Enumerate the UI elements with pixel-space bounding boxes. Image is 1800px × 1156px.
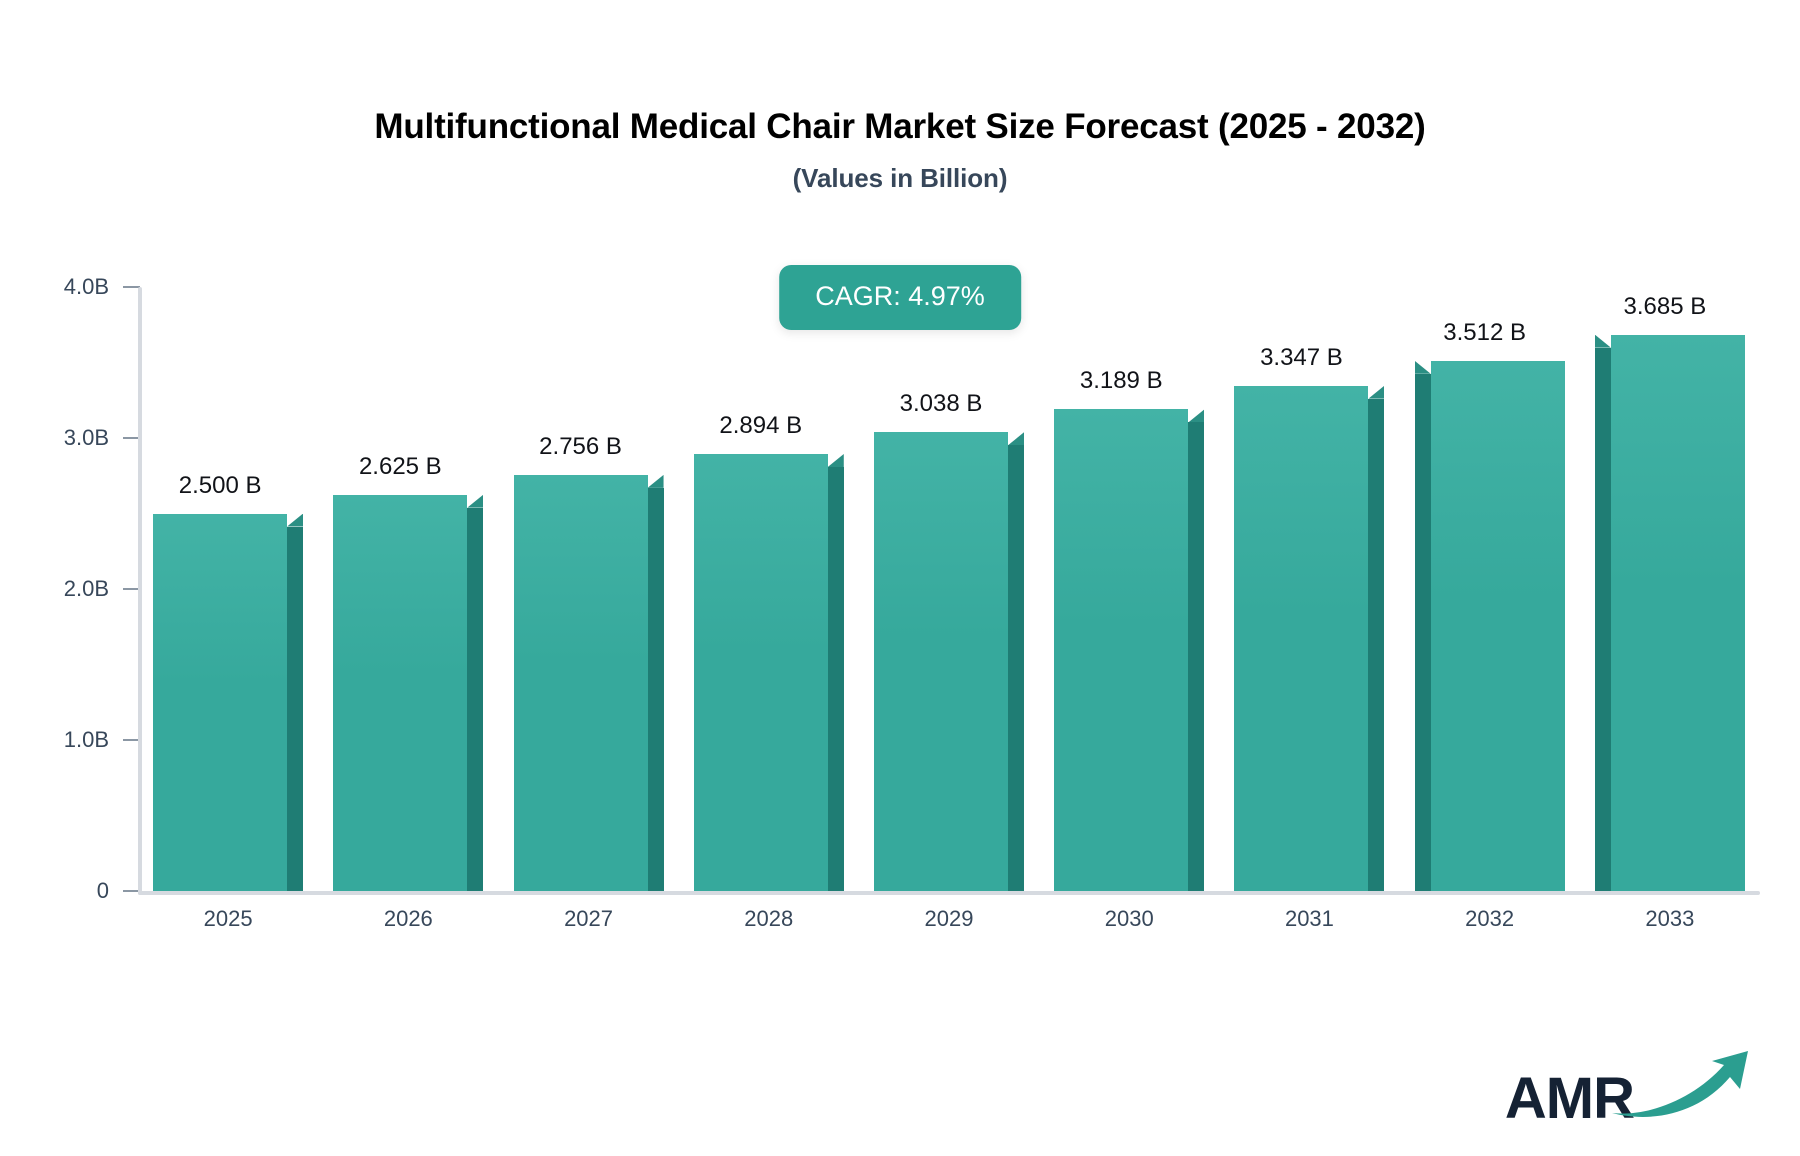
bar-value-label: 3.512 B	[1443, 318, 1527, 346]
x-axis-tick-label-2029: 2029	[924, 906, 974, 931]
bar-2027[interactable]: 2.756 B	[513, 433, 664, 891]
bar-side-face	[1368, 398, 1385, 891]
chart-subtitle: (Values in Billion)	[792, 162, 1008, 193]
x-axis-tick-label-2030: 2030	[1104, 906, 1154, 931]
x-axis-line	[138, 891, 1760, 895]
y-axis-tick-mark	[123, 739, 140, 741]
bar-2029[interactable]: 3.038 B	[874, 390, 1024, 891]
y-axis: 4.0B 3.0B 2.0B 1.0B 0	[30, 274, 140, 903]
y-axis-tick-label: 0	[96, 878, 109, 903]
bar-2025[interactable]: 2.500 B	[153, 472, 304, 891]
bar-side-face	[1188, 422, 1205, 891]
y-axis-tick: 0	[96, 878, 140, 903]
x-axis-tick-label-2025: 2025	[203, 906, 253, 931]
x-axis-tick-label-2033: 2033	[1645, 906, 1695, 931]
y-axis-tick-label: 2.0B	[63, 576, 109, 601]
bar-front-face	[333, 494, 468, 891]
bar-2031[interactable]: 3.347 B	[1234, 344, 1385, 891]
chart-header: Multifunctional Medical Chair Market Siz…	[0, 0, 1800, 194]
bar-2026[interactable]: 2.625 B	[333, 453, 484, 891]
bar-2032[interactable]: 3.512 B	[1414, 319, 1565, 891]
bar-side-face	[827, 467, 844, 891]
cagr-badge: CAGR: 4.97%	[779, 265, 1021, 330]
y-axis-tick-label: 4.0B	[63, 274, 109, 299]
y-axis-tick-label: 1.0B	[63, 727, 109, 752]
bar-front-face	[153, 513, 288, 891]
logo-text: AMR	[1504, 1066, 1635, 1131]
bar-front-face	[1054, 409, 1189, 891]
bar-series: 2.500 B 2.625 B 2.756 B 2.894 B 3.038 B 3.189…	[138, 287, 1760, 891]
bar-side-face	[647, 487, 664, 891]
x-axis-tick-label-2026: 2026	[383, 906, 433, 931]
bar-top-bevel	[1008, 432, 1024, 446]
bar-top-bevel	[467, 494, 484, 508]
bar-top-bevel	[647, 474, 664, 488]
y-axis-tick-mark	[123, 890, 140, 892]
bar-value-label: 2.894 B	[719, 412, 803, 440]
y-axis-tick-mark	[123, 437, 140, 439]
bar-top-bevel	[1594, 334, 1611, 348]
amr-logo: AMR	[1505, 1047, 1758, 1128]
bar-top-bevel	[1188, 409, 1205, 423]
bar-top-bevel	[827, 454, 844, 468]
bar-top-bevel	[287, 513, 304, 527]
bar-2033[interactable]: 3.685 B	[1594, 293, 1745, 891]
bar-value-label: 3.685 B	[1623, 292, 1707, 320]
x-axis-tick-label-2027: 2027	[564, 906, 614, 931]
bar-top-bevel	[1414, 360, 1431, 374]
y-axis-tick: 3.0B	[63, 425, 140, 450]
bar-front-face	[1234, 385, 1369, 891]
bar-value-label: 2.625 B	[358, 452, 442, 480]
bar-front-face	[1610, 334, 1745, 891]
bar-side-face	[1414, 373, 1431, 891]
x-axis-tick-label-2031: 2031	[1284, 906, 1334, 931]
page-title: Multifunctional Medical Chair Market Siz…	[374, 107, 1426, 146]
y-axis-tick: 2.0B	[63, 576, 140, 601]
bar-2028[interactable]: 2.894 B	[693, 412, 844, 891]
bar-front-face	[513, 474, 648, 891]
bar-side-face	[467, 507, 484, 891]
x-axis-tick-label-2028: 2028	[744, 906, 794, 931]
bar-value-label: 2.500 B	[178, 471, 262, 499]
bar-value-label: 3.189 B	[1079, 367, 1163, 395]
bar-2030[interactable]: 3.189 B	[1054, 367, 1205, 891]
y-axis-line	[138, 287, 142, 895]
x-axis-ticks: 2025 2026 2027 2028 2029 2030 2031 2032 2033	[138, 906, 1760, 946]
bar-side-face	[287, 526, 304, 891]
bar-front-face	[693, 454, 828, 891]
y-axis-tick-label: 3.0B	[63, 425, 109, 450]
y-axis-tick-mark	[123, 588, 140, 590]
y-axis-tick: 1.0B	[63, 727, 140, 752]
bar-front-face	[1430, 360, 1565, 891]
growth-arrow-icon	[1608, 1047, 1758, 1124]
x-axis-tick-label-2032: 2032	[1465, 906, 1515, 931]
bar-front-face	[874, 432, 1008, 891]
bar-top-bevel	[1368, 385, 1385, 399]
y-axis-tick-mark	[123, 286, 140, 288]
y-axis-tick: 4.0B	[63, 274, 140, 299]
bar-side-face	[1594, 347, 1611, 891]
bar-value-label: 3.347 B	[1260, 343, 1343, 371]
bar-side-face	[1008, 445, 1024, 891]
bar-value-label: 3.038 B	[899, 390, 983, 418]
bar-value-label: 2.756 B	[539, 432, 622, 460]
